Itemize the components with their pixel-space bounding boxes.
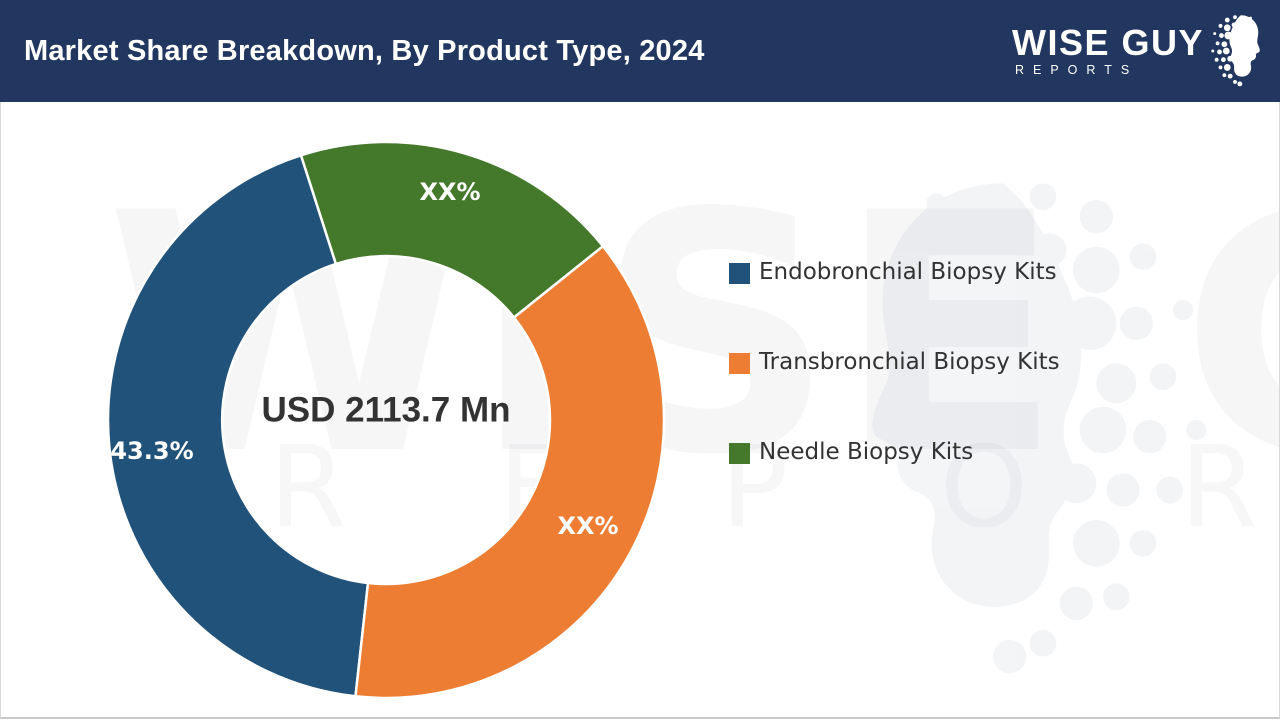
header-bar: Market Share Breakdown, By Product Type,…: [0, 0, 1280, 102]
legend: Endobronchial Biopsy Kits Transbronchial…: [729, 254, 1060, 472]
legend-swatch-needle: [729, 442, 750, 464]
legend-label-transbronchial: Transbronchial Biopsy Kits: [759, 349, 1060, 376]
pie-slice-endobronchial: [106, 154, 370, 698]
brand-subname: REPORTS: [1014, 63, 1139, 78]
legend-item-endobronchial: Endobronchial Biopsy Kits: [729, 254, 1060, 292]
donut-center-value: USD 2113.7 Mn: [262, 391, 511, 430]
slice-label-endobronchial: 43.3%: [110, 437, 193, 465]
brand-face-icon: [1211, 15, 1260, 87]
legend-label-needle: Needle Biopsy Kits: [759, 439, 974, 466]
legend-swatch-transbronchial: [729, 352, 750, 374]
slice-label-transbronchial: XX%: [557, 512, 618, 540]
legend-swatch-endobronchial: [729, 262, 750, 284]
chart-area: WISE GUY R E P O R T S 43.3% XX% XX% USD…: [0, 102, 1280, 719]
legend-label-endobronchial: Endobronchial Biopsy Kits: [759, 259, 1057, 286]
pie-slice-needle: [299, 140, 605, 319]
legend-item-transbronchial: Transbronchial Biopsy Kits: [729, 344, 1060, 382]
legend-item-needle: Needle Biopsy Kits: [729, 434, 1060, 472]
slice-label-needle: XX%: [419, 178, 480, 206]
brand-logo: WISE GUY REPORTS: [1012, 12, 1264, 90]
page-title: Market Share Breakdown, By Product Type,…: [24, 34, 705, 67]
brand-name: WISE GUY: [1011, 22, 1204, 64]
donut-chart: 43.3% XX% XX% USD 2113.7 Mn: [106, 140, 666, 700]
brand-logo-text: WISE GUY REPORTS: [1012, 25, 1204, 77]
pie-slice-transbronchial: [354, 244, 666, 700]
